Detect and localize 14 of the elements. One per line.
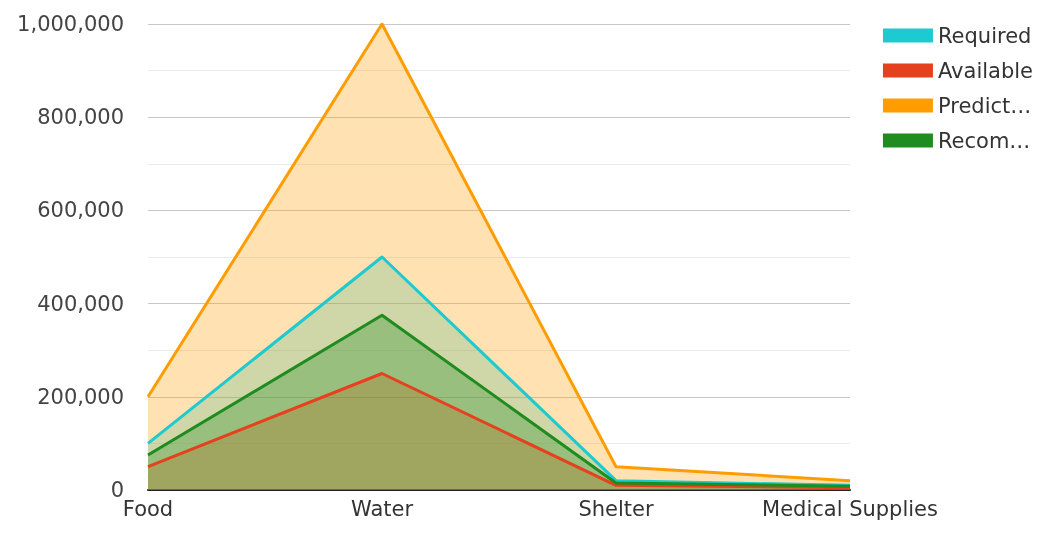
y-tick-label: 800,000 (37, 105, 124, 130)
y-tick-label: 600,000 (37, 198, 124, 223)
legend-label: Predict… (937, 93, 1032, 118)
y-tick-label: 0 (110, 478, 124, 502)
y-tick-label: 1,000,000 (17, 12, 124, 36)
y-tick-label: 200,000 (37, 384, 124, 409)
x-tick-label: Food (122, 496, 174, 521)
legend-label: Required (937, 23, 1032, 48)
x-tick-label: Water (350, 496, 414, 521)
x-tick-label: Shelter (578, 496, 654, 521)
legend-label: Recom… (937, 128, 1031, 153)
legend-label: Available (937, 58, 1034, 83)
x-tick-label: Medical Supplies (762, 496, 938, 521)
y-tick-label: 400,000 (37, 291, 124, 316)
